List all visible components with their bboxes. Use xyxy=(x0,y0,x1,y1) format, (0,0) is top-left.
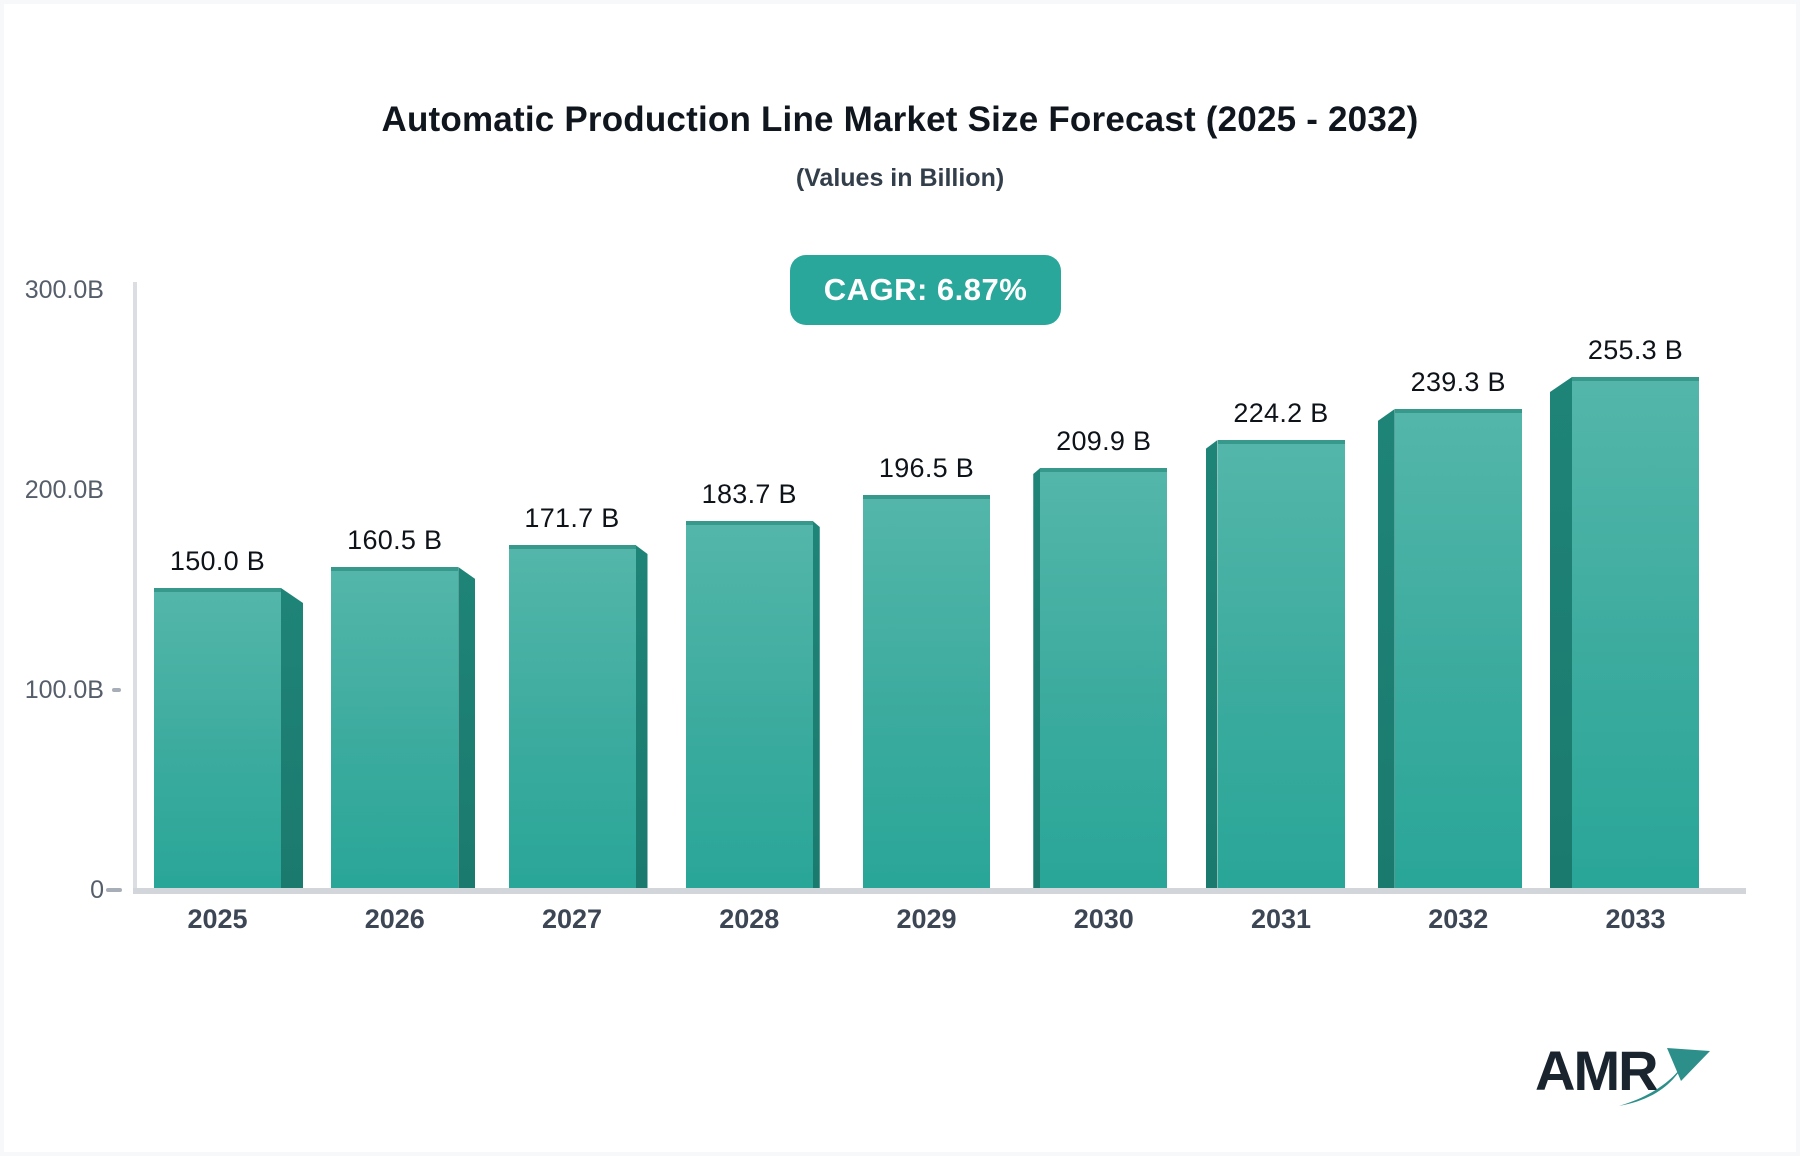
chart-card: Automatic Production Line Market Size Fo… xyxy=(4,4,1796,1152)
y-axis-tick-label: 200.0B xyxy=(24,476,104,504)
amr-logo-text: AMR xyxy=(1535,1039,1659,1102)
x-axis-label-2026: 2026 xyxy=(364,904,425,934)
bar-2026 xyxy=(331,567,459,888)
y-axis-line xyxy=(133,282,137,894)
bar-2032 xyxy=(1394,409,1522,888)
bar-side-face-2028 xyxy=(812,521,820,888)
y-axis-tick-mark xyxy=(106,888,122,892)
chart-subtitle: (Values in Billion) xyxy=(795,164,1005,192)
bar-side-face-2026 xyxy=(458,567,476,888)
bar-value-label-2031: 224.2 B xyxy=(1233,398,1329,428)
x-axis-label-2025: 2025 xyxy=(187,904,248,934)
bar-side-face-2032 xyxy=(1377,409,1395,888)
growth-arrow-icon xyxy=(1619,1048,1710,1106)
x-axis-label-2033: 2033 xyxy=(1605,904,1666,934)
x-axis-label-2029: 2029 xyxy=(896,904,957,934)
bar-side-face-2031 xyxy=(1205,440,1218,888)
bar-2030 xyxy=(1040,468,1168,888)
bar-2028 xyxy=(685,521,813,888)
cagr-badge: CAGR: 6.87% xyxy=(790,255,1061,325)
x-axis-label-2031: 2031 xyxy=(1250,904,1312,934)
bar-value-label-2026: 160.5 B xyxy=(347,525,443,555)
y-axis-tick-label: 0 xyxy=(90,876,104,904)
y-axis-tick-mark xyxy=(112,688,121,692)
bar-value-label-2027: 171.7 B xyxy=(524,503,620,533)
bar-side-face-2027 xyxy=(635,545,648,888)
bar-2031 xyxy=(1217,440,1345,888)
bar-side-face-2025 xyxy=(281,588,303,888)
bar-2025 xyxy=(154,588,281,888)
bar-value-label-2028: 183.7 B xyxy=(701,479,797,509)
bar-2027 xyxy=(508,545,636,888)
bar-2029 xyxy=(863,495,990,888)
bar-value-label-2025: 150.0 B xyxy=(169,546,266,576)
bar-value-label-2030: 209.9 B xyxy=(1056,426,1152,456)
bar-2033 xyxy=(1572,377,1699,888)
x-axis-label-2032: 2032 xyxy=(1428,904,1489,934)
x-axis-label-2027: 2027 xyxy=(541,904,603,934)
bar-side-face-2033 xyxy=(1550,377,1572,888)
bar-value-label-2033: 255.3 B xyxy=(1587,335,1684,365)
bar-value-label-2029: 196.5 B xyxy=(878,453,975,483)
amr-logo: AMR xyxy=(1535,1040,1715,1110)
chart-title: Automatic Production Line Market Size Fo… xyxy=(381,100,1419,139)
bar-side-face-2030 xyxy=(1033,468,1041,888)
x-axis-label-2028: 2028 xyxy=(719,904,780,934)
y-axis-tick-label: 100.0B xyxy=(24,676,104,704)
bar-value-label-2032: 239.3 B xyxy=(1410,367,1506,397)
x-axis-label-2030: 2030 xyxy=(1073,904,1134,934)
plot-area: 300.0B 200.0B 100.0B 0 150.0 B 2025 160.5 B 202… xyxy=(4,4,1796,1152)
y-axis-tick-label: 300.0B xyxy=(24,276,104,304)
x-axis-baseline xyxy=(133,888,1746,894)
